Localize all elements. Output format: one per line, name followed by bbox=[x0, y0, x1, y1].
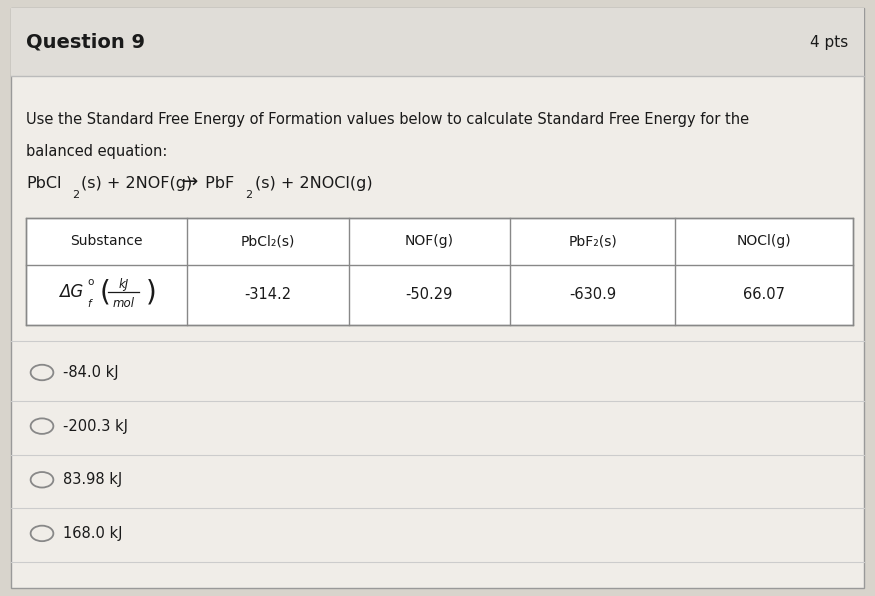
Text: f: f bbox=[88, 299, 91, 309]
Text: 2: 2 bbox=[245, 191, 252, 200]
Text: mol: mol bbox=[113, 297, 135, 310]
Text: →: → bbox=[182, 173, 199, 192]
Text: PbF: PbF bbox=[200, 176, 234, 191]
Text: o: o bbox=[88, 277, 94, 287]
Text: kJ: kJ bbox=[118, 278, 129, 291]
Text: -50.29: -50.29 bbox=[406, 287, 453, 302]
Text: balanced equation:: balanced equation: bbox=[26, 144, 168, 160]
Text: ): ) bbox=[145, 279, 156, 307]
Text: (: ( bbox=[100, 279, 110, 307]
Text: -200.3 kJ: -200.3 kJ bbox=[63, 418, 128, 434]
Text: ΔG: ΔG bbox=[59, 283, 83, 301]
Text: Use the Standard Free Energy of Formation values below to calculate Standard Fre: Use the Standard Free Energy of Formatio… bbox=[26, 111, 749, 127]
Text: 168.0 kJ: 168.0 kJ bbox=[63, 526, 122, 541]
Text: PbCl: PbCl bbox=[26, 176, 62, 191]
Text: 83.98 kJ: 83.98 kJ bbox=[63, 472, 122, 488]
Text: (s) + 2NOCl(g): (s) + 2NOCl(g) bbox=[255, 176, 372, 191]
Text: PbCl₂(s): PbCl₂(s) bbox=[241, 234, 295, 248]
Text: NOF(g): NOF(g) bbox=[405, 234, 454, 248]
Text: 66.07: 66.07 bbox=[743, 287, 785, 302]
Text: -630.9: -630.9 bbox=[569, 287, 616, 302]
Text: NOCl(g): NOCl(g) bbox=[737, 234, 792, 248]
Text: Question 9: Question 9 bbox=[26, 33, 145, 51]
Text: 2: 2 bbox=[72, 191, 79, 200]
Text: -84.0 kJ: -84.0 kJ bbox=[63, 365, 119, 380]
Text: PbF₂(s): PbF₂(s) bbox=[568, 234, 617, 248]
Text: -314.2: -314.2 bbox=[244, 287, 291, 302]
Text: (s) + 2NOF(g): (s) + 2NOF(g) bbox=[81, 176, 198, 191]
Text: 4 pts: 4 pts bbox=[810, 35, 849, 49]
Text: Substance: Substance bbox=[71, 234, 144, 248]
